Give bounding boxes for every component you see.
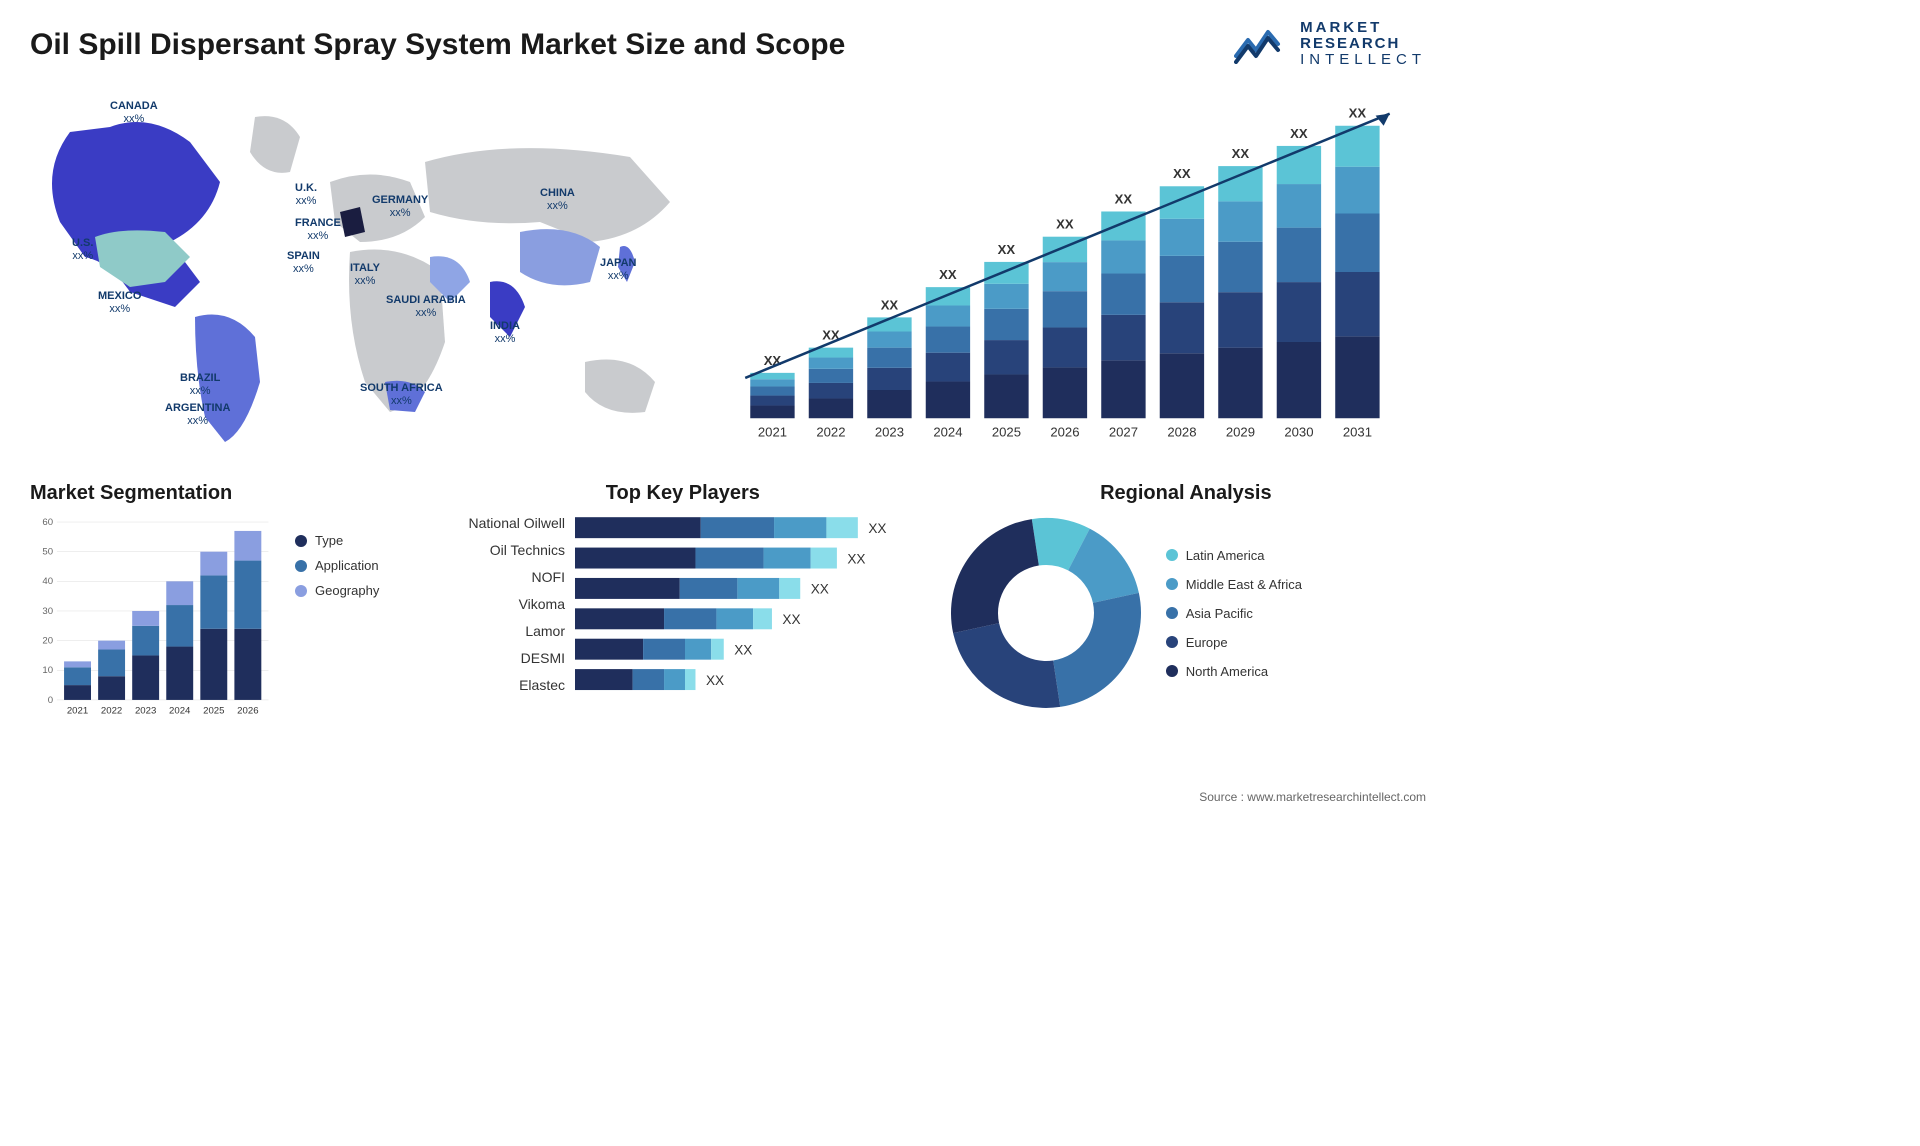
region-legend-item: Asia Pacific (1166, 606, 1302, 621)
logo-text-3: INTELLECT (1300, 52, 1426, 68)
map-label-mexico: MEXICOxx% (98, 290, 141, 315)
map-label-brazil: BRAZILxx% (180, 372, 220, 397)
svg-text:60: 60 (42, 517, 53, 528)
region-legend-item: Latin America (1166, 548, 1302, 563)
segmentation-chart: 0 10 20 30 40 50 60 2021 2022 2023 2024 2025 2026 (30, 513, 280, 733)
svg-text:2021: 2021 (758, 425, 787, 440)
region-legend-item: Middle East & Africa (1166, 577, 1302, 592)
svg-text:2022: 2022 (816, 425, 845, 440)
map-label-argentina: ARGENTINAxx% (165, 402, 230, 427)
svg-text:2026: 2026 (237, 706, 258, 717)
map-label-u-s-: U.S.xx% (72, 237, 93, 262)
svg-text:10: 10 (42, 665, 53, 676)
player-name: National Oilwell (445, 515, 565, 531)
map-label-u-k-: U.K.xx% (295, 182, 317, 207)
players-title: Top Key Players (445, 482, 921, 505)
seg-legend-application: Application (295, 558, 379, 573)
svg-text:40: 40 (42, 576, 53, 587)
svg-text:20: 20 (42, 636, 53, 647)
svg-text:2024: 2024 (169, 706, 191, 717)
region-title: Regional Analysis (946, 482, 1426, 505)
segmentation-legend: Type Application Geography (295, 513, 379, 733)
svg-text:2025: 2025 (203, 706, 224, 717)
map-label-spain: SPAINxx% (287, 250, 320, 275)
svg-text:2024: 2024 (933, 425, 962, 440)
svg-text:0: 0 (48, 695, 53, 706)
map-label-italy: ITALYxx% (350, 262, 380, 287)
players-section: Top Key Players National Oilwell Oil Tech… (445, 482, 921, 733)
source-attribution: Source : www.marketresearchintellect.com (1199, 790, 1426, 804)
logo-icon (1234, 24, 1290, 64)
player-name: Lamor (445, 623, 565, 639)
map-label-france: FRANCExx% (295, 217, 341, 242)
region-legend-item: Europe (1166, 635, 1302, 650)
svg-text:2022: 2022 (101, 706, 122, 717)
svg-text:2026: 2026 (1050, 425, 1079, 440)
world-map-panel: CANADAxx% U.S.xx% MEXICOxx% BRAZILxx% ARGENT… (30, 82, 690, 462)
seg-legend-geography: Geography (295, 583, 379, 598)
svg-text:2023: 2023 (135, 706, 156, 717)
svg-text:2021: 2021 (67, 706, 88, 717)
svg-text:2029: 2029 (1226, 425, 1255, 440)
seg-legend-type: Type (295, 533, 379, 548)
svg-text:XX: XX (1056, 217, 1074, 232)
map-label-canada: CANADAxx% (110, 100, 158, 125)
svg-text:2027: 2027 (1109, 425, 1138, 440)
svg-text:XX: XX (881, 298, 899, 313)
map-label-india: INDIAxx% (490, 320, 520, 345)
player-name: Vikoma (445, 596, 565, 612)
map-label-south-africa: SOUTH AFRICAxx% (360, 382, 443, 407)
svg-text:XX: XX (1232, 146, 1250, 161)
svg-text:2031: 2031 (1343, 425, 1372, 440)
svg-text:XX: XX (734, 643, 752, 658)
segmentation-section: Market Segmentation 0 10 20 30 40 50 60 2021 202… (30, 482, 420, 733)
player-name: DESMI (445, 650, 565, 666)
svg-text:XX: XX (1290, 126, 1308, 141)
logo-text-2: RESEARCH (1300, 36, 1426, 52)
map-label-saudi-arabia: SAUDI ARABIAxx% (386, 294, 466, 319)
region-legend-item: North America (1166, 664, 1302, 679)
region-donut (946, 513, 1146, 713)
players-chart: XX XX XX XX XX XX (575, 513, 921, 733)
map-label-china: CHINAxx% (540, 187, 575, 212)
svg-text:XX: XX (1173, 166, 1191, 181)
map-label-germany: GERMANYxx% (372, 194, 428, 219)
svg-text:XX: XX (998, 242, 1016, 257)
brand-logo: MARKET RESEARCH INTELLECT (1234, 20, 1426, 67)
segmentation-title: Market Segmentation (30, 482, 420, 505)
svg-text:2028: 2028 (1167, 425, 1196, 440)
growth-chart-svg: XX 2021 XX 2022 XX 2023 XX 2024 XX 2025 XX 2026 XX 20… (720, 82, 1426, 462)
svg-text:XX: XX (868, 521, 886, 536)
logo-text-1: MARKET (1300, 20, 1426, 36)
svg-text:XX: XX (782, 612, 800, 627)
svg-text:2030: 2030 (1284, 425, 1313, 440)
player-name: NOFI (445, 569, 565, 585)
player-name: Oil Technics (445, 542, 565, 558)
svg-text:2023: 2023 (875, 425, 904, 440)
svg-text:XX: XX (811, 582, 829, 597)
map-label-japan: JAPANxx% (600, 257, 636, 282)
region-section: Regional Analysis Latin America Middle Ea… (946, 482, 1426, 733)
svg-text:XX: XX (1115, 192, 1133, 207)
svg-text:XX: XX (1349, 106, 1367, 121)
region-legend: Latin America Middle East & Africa Asia Pa… (1166, 548, 1302, 679)
svg-text:XX: XX (847, 552, 865, 567)
svg-text:50: 50 (42, 547, 53, 558)
player-name: Elastec (445, 677, 565, 693)
player-names-list: National Oilwell Oil Technics NOFI Vikoma La… (445, 513, 565, 733)
svg-text:30: 30 (42, 606, 53, 617)
growth-chart-panel: XX 2021 XX 2022 XX 2023 XX 2024 XX 2025 XX 2026 XX 20… (720, 82, 1426, 462)
svg-text:XX: XX (939, 267, 957, 282)
svg-text:XX: XX (706, 673, 724, 688)
page-title: Oil Spill Dispersant Spray System Market… (30, 20, 845, 62)
svg-text:2025: 2025 (992, 425, 1021, 440)
